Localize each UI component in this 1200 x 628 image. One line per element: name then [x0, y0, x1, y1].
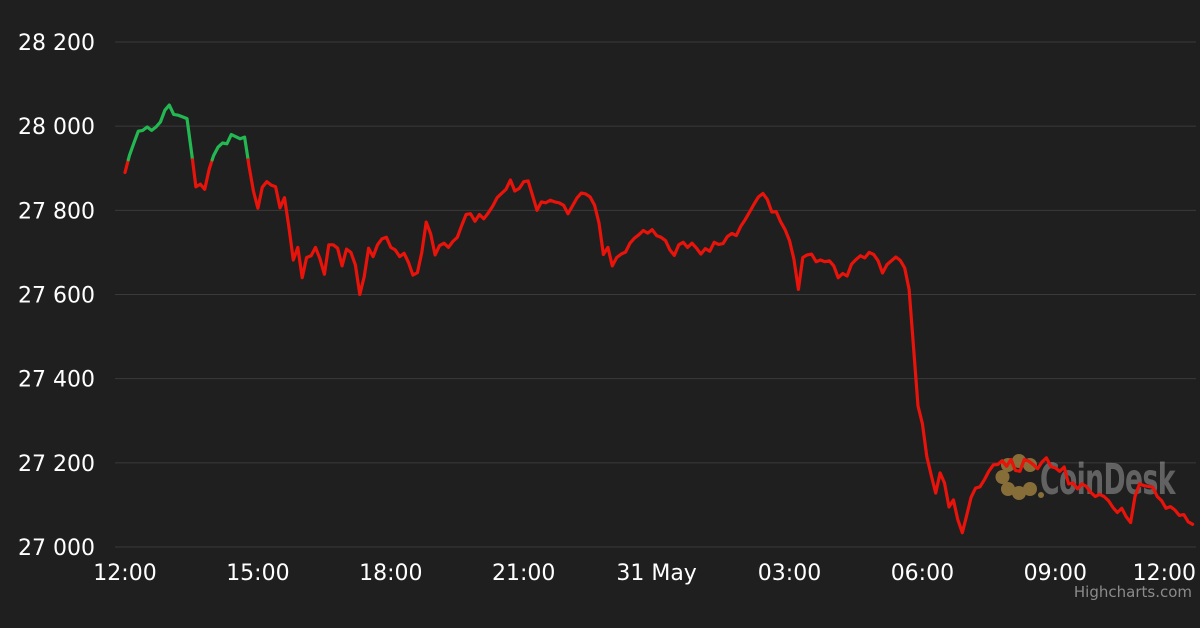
y-axis-label: 27 600 — [18, 284, 95, 309]
price-line-segment[interactable] — [246, 158, 1195, 535]
axis-labels-layer: 27 000 27 200 27 400 27 600 27 800 28 000 28 2… — [18, 31, 1196, 586]
series-layer — [115, 20, 1196, 551]
price-line-segment[interactable] — [123, 158, 130, 175]
price-line-segment[interactable] — [190, 158, 214, 191]
x-axis-label: 06:00 — [891, 561, 954, 586]
x-axis-label: 18:00 — [359, 561, 422, 586]
x-axis-label: 09:00 — [1024, 561, 1087, 586]
x-axis-label: 15:00 — [226, 561, 289, 586]
x-axis-label: 12:00 — [93, 561, 156, 586]
y-axis-label: 28 200 — [18, 31, 95, 56]
x-axis-label: 31 May — [616, 561, 696, 586]
plot-area[interactable] — [115, 20, 1196, 551]
y-axis-label: 27 200 — [18, 452, 95, 477]
coindesk-watermark: CoinDesk — [995, 454, 1177, 505]
y-axis-label: 27 400 — [18, 368, 95, 393]
gridlines-layer — [115, 41, 1196, 548]
coindesk-logo-text: CoinDesk — [1040, 456, 1176, 505]
y-axis-label: 28 000 — [18, 115, 95, 140]
y-axis-label: 27 800 — [18, 199, 95, 224]
price-line-segment[interactable] — [210, 133, 250, 162]
highcharts-credits-link[interactable]: Highcharts.com — [1074, 583, 1192, 601]
x-axis-label: 21:00 — [492, 561, 555, 586]
x-axis-label: 03:00 — [758, 561, 821, 586]
price-line-segment[interactable] — [126, 103, 195, 162]
x-axis-label: 12:00 — [1133, 561, 1196, 586]
y-axis-label: 27 000 — [18, 536, 95, 561]
